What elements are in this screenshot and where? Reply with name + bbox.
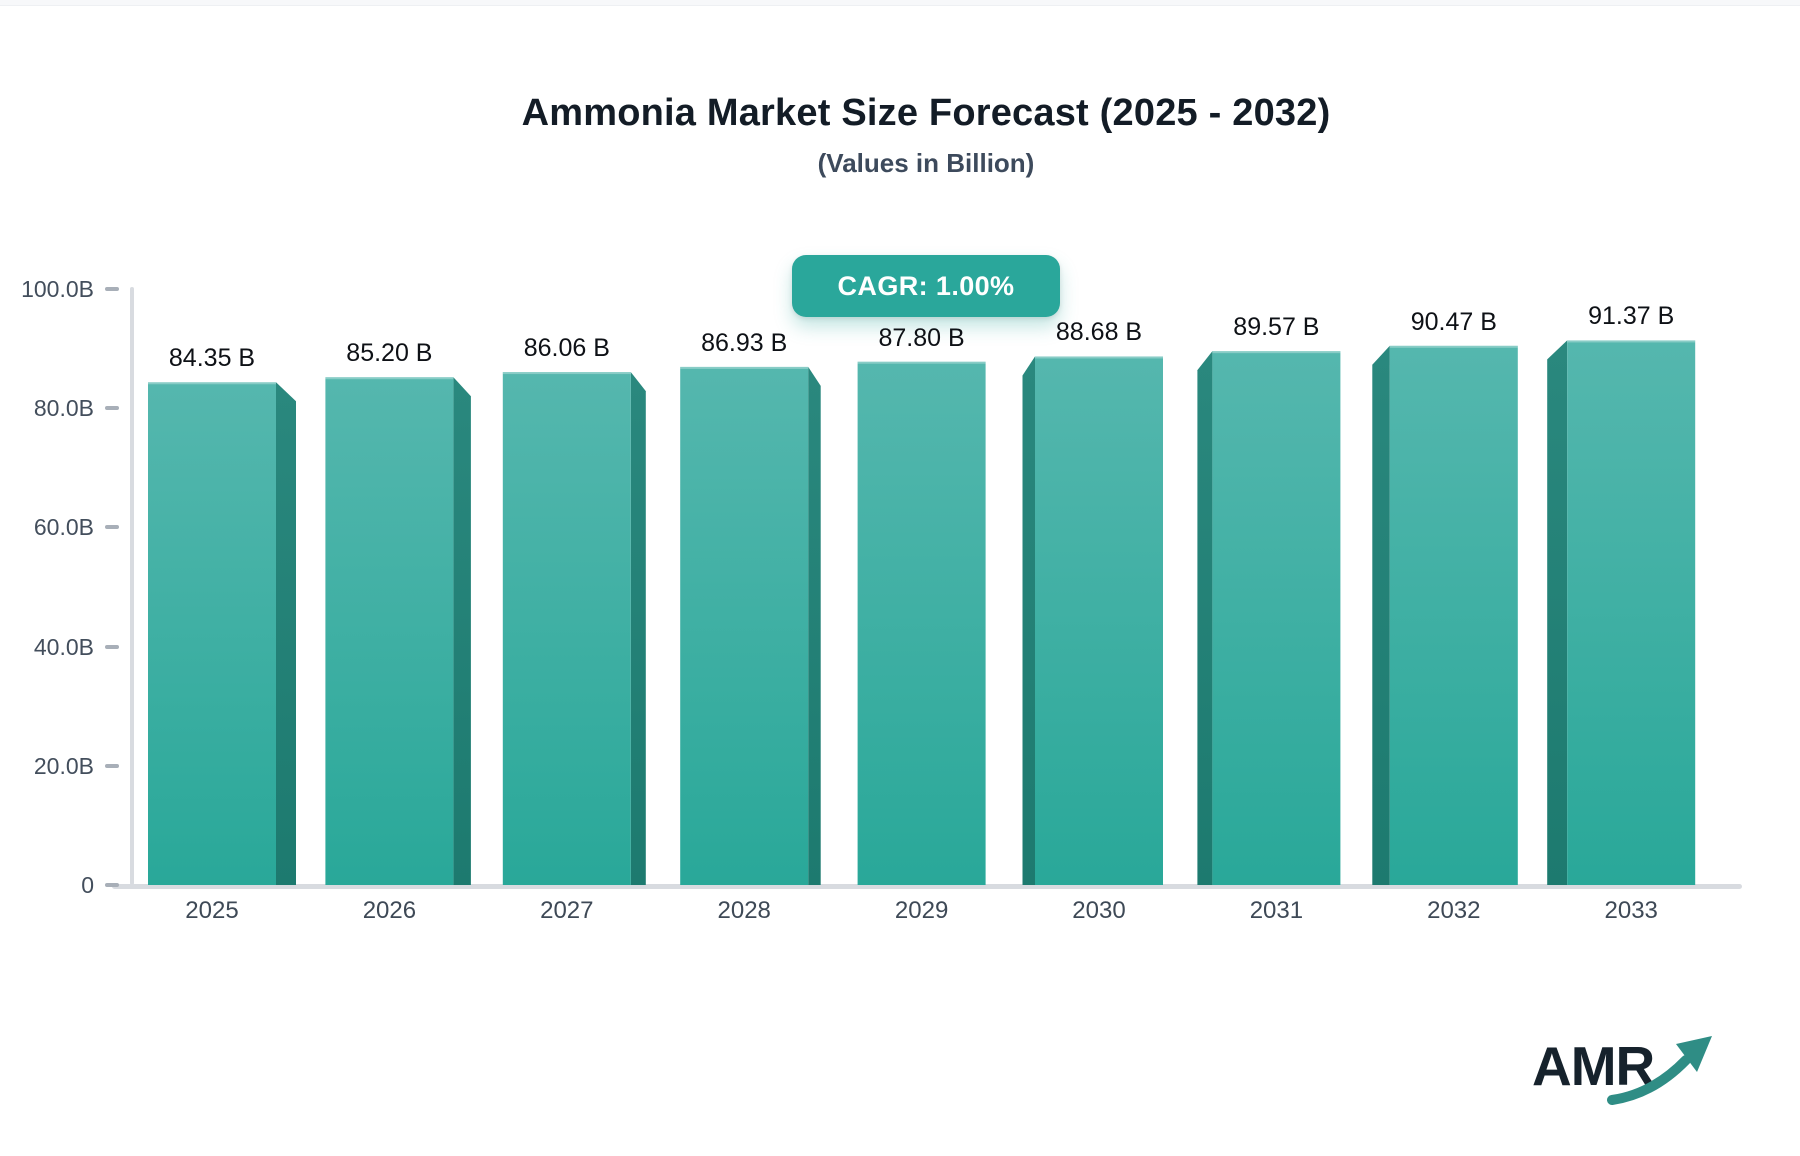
y-axis-tick-label: 60.0B — [33, 514, 94, 541]
y-axis-tick-label: 0 — [81, 872, 94, 898]
x-axis-label: 2028 — [717, 897, 771, 924]
bar-top-highlight — [1212, 351, 1341, 354]
y-axis-tick — [105, 644, 119, 649]
bar-2027 — [502, 372, 631, 885]
y-axis-tick-label: 100.0B — [21, 276, 94, 302]
bar-top-highlight — [857, 361, 986, 364]
amr-logo-text: AMR — [1532, 1035, 1655, 1097]
bar-side-face — [1197, 351, 1213, 885]
bar-top-highlight — [1389, 345, 1518, 348]
bar-value-label: 84.35 B — [168, 344, 256, 373]
bar-top-highlight — [1035, 356, 1163, 359]
bar-side-face — [1547, 340, 1568, 885]
bar-value-label: 85.20 B — [346, 339, 433, 368]
bar-side-face — [630, 372, 646, 885]
bar-top-highlight — [148, 382, 276, 385]
bar-2028 — [680, 366, 809, 885]
bar-value-label: 90.47 B — [1410, 307, 1497, 336]
y-axis-tick — [105, 525, 119, 530]
bar-side-face — [808, 366, 821, 885]
bar-side-face — [1022, 356, 1035, 886]
x-axis-label: 2025 — [185, 897, 239, 924]
bar-2026 — [325, 377, 454, 885]
bar-top-highlight — [502, 372, 631, 375]
bar-2033 — [1567, 340, 1696, 885]
bar-2030 — [1035, 356, 1163, 886]
y-axis-line — [130, 287, 134, 885]
bar-side-face — [453, 377, 471, 885]
bar-top-highlight — [680, 366, 809, 369]
x-axis-label: 2032 — [1427, 897, 1481, 924]
bar-2031 — [1212, 351, 1341, 885]
y-axis-tick-label: 80.0B — [33, 395, 94, 422]
bar-side-face — [276, 382, 296, 885]
bar-value-label: 86.93 B — [701, 328, 788, 357]
y-axis-tick-label: 20.0B — [33, 752, 94, 779]
bar-value-label: 87.80 B — [878, 323, 965, 352]
bar-side-face — [1372, 345, 1390, 885]
x-axis-label: 2029 — [894, 897, 949, 924]
x-axis-label: 2033 — [1604, 897, 1658, 924]
x-axis-label: 2026 — [362, 897, 417, 924]
bar-value-label: 88.68 B — [1055, 318, 1143, 347]
chart-subtitle: (Values in Billion) — [817, 148, 1035, 178]
bar-value-label: 91.37 B — [1588, 302, 1675, 331]
y-axis-tick — [105, 406, 119, 411]
bar-2032 — [1389, 345, 1518, 885]
x-axis-line — [112, 884, 1742, 889]
top-border — [0, 0, 1800, 6]
bar-top-highlight — [1567, 340, 1696, 343]
bar-2025 — [148, 382, 276, 885]
chart-title: Ammonia Market Size Forecast (2025 - 203… — [521, 92, 1331, 134]
bar-top-highlight — [325, 377, 454, 380]
amr-logo: AMR — [1532, 1030, 1732, 1120]
bar-value-label: 86.06 B — [523, 334, 610, 363]
x-axis-label: 2031 — [1249, 897, 1304, 924]
y-axis-tick — [105, 763, 119, 768]
x-axis-label: 2030 — [1072, 897, 1126, 924]
bar-2029 — [857, 361, 986, 885]
bar-value-label: 89.57 B — [1233, 313, 1320, 342]
y-axis-tick-label: 40.0B — [33, 633, 94, 660]
y-axis-tick — [105, 883, 119, 887]
x-axis-label: 2027 — [540, 897, 594, 924]
cagr-badge: CAGR: 1.00% — [792, 255, 1060, 317]
y-axis-tick — [105, 287, 119, 291]
growth-arrow-icon — [1607, 1036, 1712, 1105]
cagr-badge-label: CAGR: 1.00% — [837, 270, 1015, 301]
